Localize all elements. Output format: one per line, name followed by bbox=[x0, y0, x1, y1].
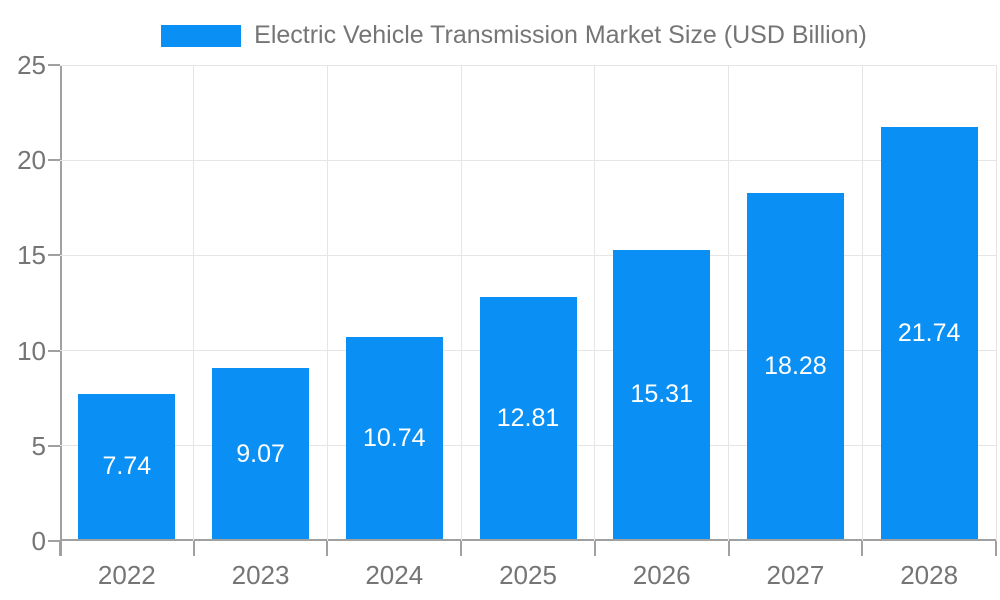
x-tick-label: 2024 bbox=[365, 560, 424, 590]
bar-value-label: 9.07 bbox=[236, 439, 285, 468]
gridline-v bbox=[326, 65, 328, 541]
x-tick bbox=[326, 541, 329, 556]
x-tick-label: 2027 bbox=[766, 560, 825, 590]
bar[interactable]: 21.74 bbox=[880, 127, 978, 539]
bar-value-label: 15.31 bbox=[630, 380, 693, 409]
bar-value-label: 10.74 bbox=[363, 423, 426, 452]
bar[interactable]: 15.31 bbox=[613, 249, 711, 539]
bar-value-label: 7.74 bbox=[102, 452, 152, 481]
x-tick bbox=[861, 541, 864, 556]
x-tick bbox=[995, 541, 997, 556]
gridline-h bbox=[60, 64, 996, 66]
y-tick-label: 0 bbox=[31, 526, 46, 556]
y-tick bbox=[48, 64, 60, 66]
x-tick bbox=[593, 541, 596, 556]
x-tick bbox=[59, 541, 61, 556]
gridline-v bbox=[460, 65, 462, 541]
gridline-v bbox=[594, 65, 596, 541]
bar[interactable]: 10.74 bbox=[345, 336, 443, 539]
x-tick bbox=[460, 541, 463, 556]
bar[interactable]: 7.74 bbox=[78, 393, 176, 539]
gridline-v bbox=[193, 65, 195, 541]
chart-legend[interactable]: Electric Vehicle Transmission Market Siz… bbox=[14, 21, 1000, 50]
x-tick-label: 2026 bbox=[632, 560, 691, 590]
gridline-v bbox=[861, 65, 863, 541]
x-tick bbox=[727, 541, 730, 556]
y-tick-label: 10 bbox=[17, 335, 46, 366]
bar-value-label: 12.81 bbox=[496, 404, 560, 433]
legend-label: Electric Vehicle Transmission Market Siz… bbox=[254, 21, 867, 49]
gridline-h bbox=[60, 254, 996, 256]
bar-value-label: 21.74 bbox=[897, 319, 961, 348]
y-tick bbox=[48, 444, 60, 447]
bar[interactable]: 18.28 bbox=[746, 192, 844, 539]
x-axis-line bbox=[60, 539, 996, 541]
gridline-v bbox=[995, 65, 997, 541]
y-tick-label: 5 bbox=[31, 430, 46, 461]
gridline-v bbox=[728, 65, 730, 541]
y-axis-line bbox=[60, 65, 62, 556]
y-tick bbox=[48, 159, 60, 162]
y-tick-label: 15 bbox=[17, 240, 46, 271]
y-tick bbox=[48, 254, 60, 257]
x-tick bbox=[192, 541, 195, 556]
legend-swatch-icon bbox=[161, 24, 242, 47]
x-tick-label: 2022 bbox=[97, 560, 156, 590]
gridline-h bbox=[60, 159, 996, 161]
bar[interactable]: 9.07 bbox=[212, 368, 310, 539]
bar-value-label: 18.28 bbox=[764, 351, 827, 380]
y-tick bbox=[48, 349, 60, 352]
y-tick bbox=[48, 540, 60, 542]
plot-area: 0 5 10 15 20 25 2022 7.74 2023 9.07 2024 10.74 2025 1… bbox=[17, 50, 997, 590]
bar[interactable]: 12.81 bbox=[479, 297, 577, 539]
y-tick-label: 25 bbox=[17, 50, 46, 80]
x-tick-label: 2025 bbox=[499, 560, 557, 590]
x-tick-label: 2028 bbox=[900, 560, 959, 590]
y-tick-label: 20 bbox=[17, 145, 46, 176]
x-tick-label: 2023 bbox=[231, 560, 290, 590]
